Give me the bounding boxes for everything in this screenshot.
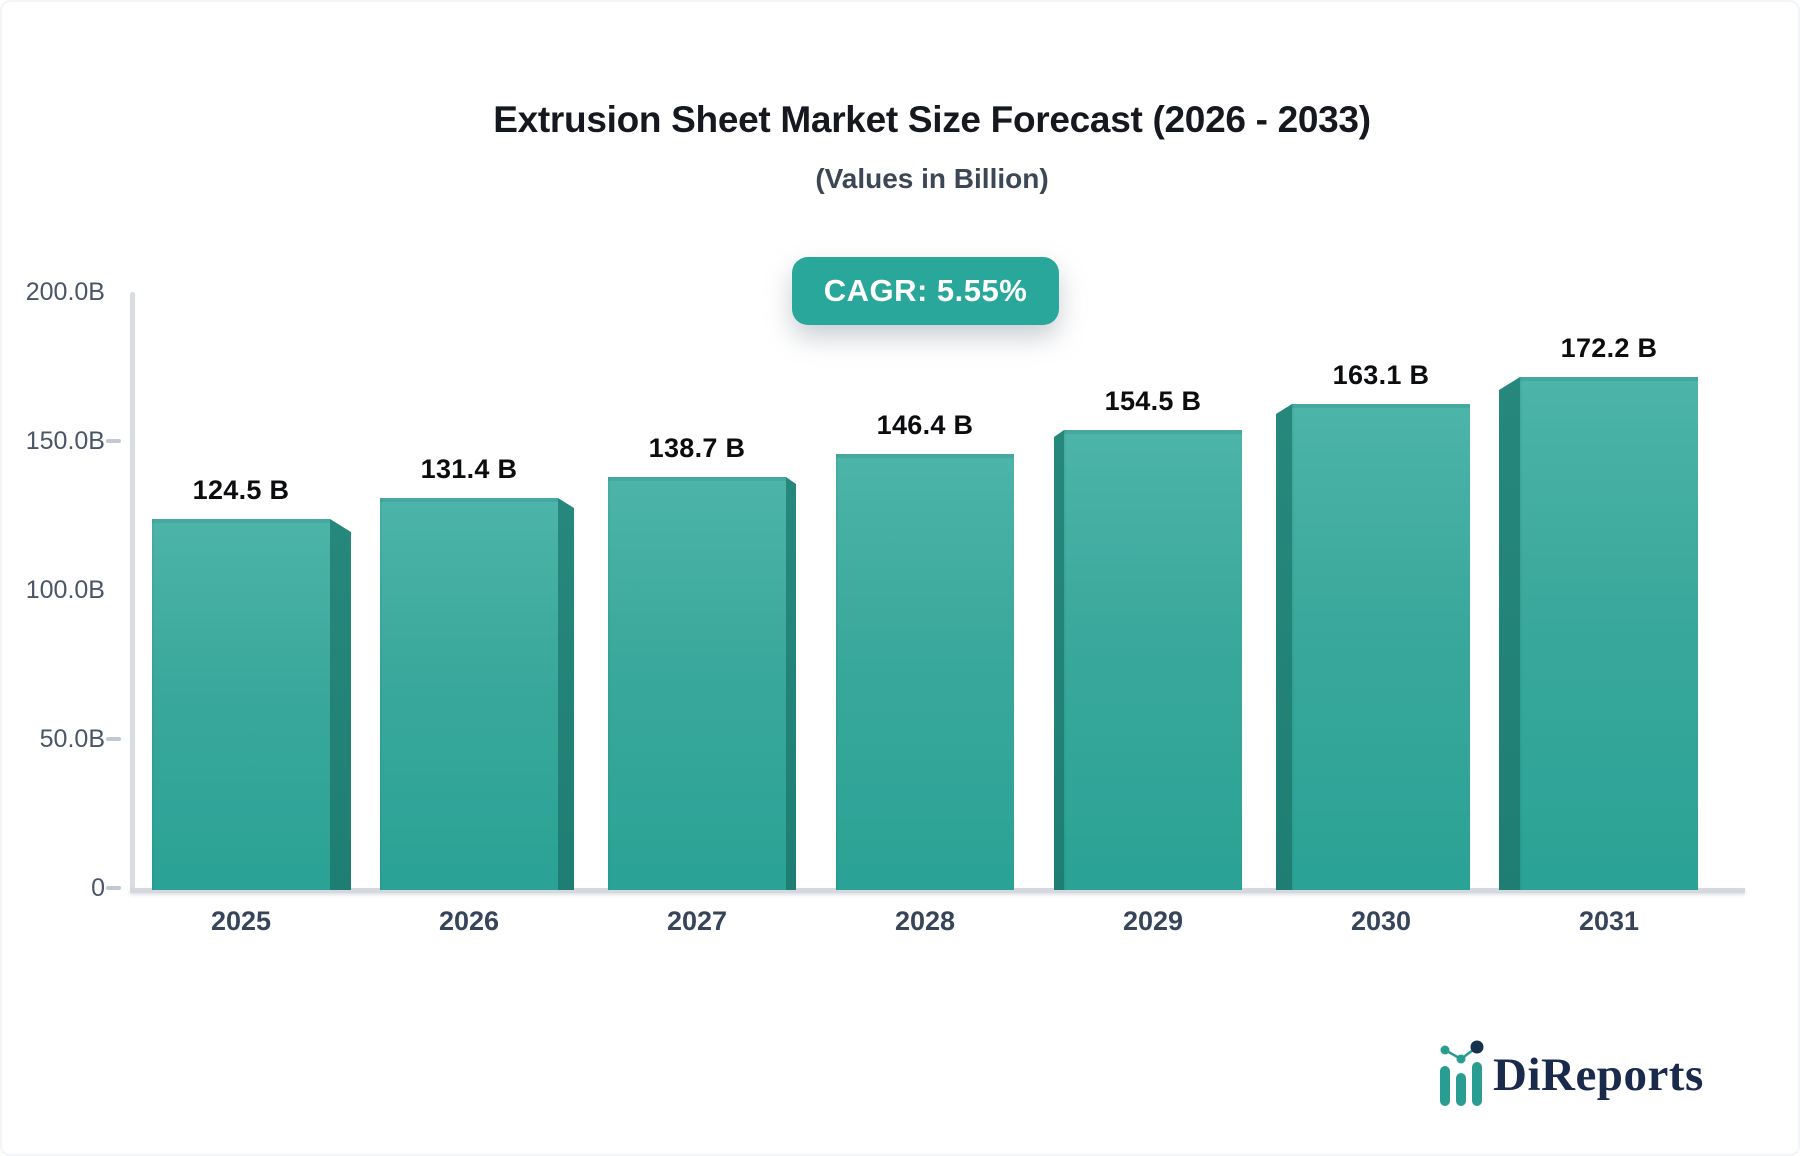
y-axis-label: 200.0B	[25, 278, 105, 306]
y-axis-label: 50.0B	[39, 725, 105, 753]
bar	[608, 477, 786, 890]
bar	[1292, 404, 1470, 890]
bar-value-label: 124.5 B	[192, 475, 290, 505]
x-axis-label: 2029	[1122, 906, 1184, 936]
bar-chart-logo-icon	[1440, 1040, 1484, 1106]
chart-title: Extrusion Sheet Market Size Forecast (20…	[493, 99, 1371, 140]
y-axis-label: 0	[91, 874, 105, 902]
x-axis-label: 2028	[894, 906, 956, 936]
bar	[152, 519, 330, 890]
cagr-badge-label: CAGR: 5.55%	[823, 273, 1028, 308]
x-axis-label: 2030	[1350, 906, 1412, 936]
chart-subtitle: (Values in Billion)	[815, 163, 1049, 194]
bar-value-label: 131.4 B	[420, 454, 518, 484]
y-axis-tick	[106, 737, 121, 741]
bar-value-label: 154.5 B	[1104, 386, 1202, 416]
bar-value-label: 172.2 B	[1560, 333, 1658, 363]
bar-value-label: 138.7 B	[648, 433, 746, 463]
direports-logo: DiReports	[1438, 1038, 1704, 1112]
bar-side-face	[1054, 430, 1064, 890]
y-axis-tick	[106, 439, 121, 443]
bar	[380, 498, 558, 890]
bar-side-face	[1499, 377, 1520, 890]
bar-value-label: 146.4 B	[876, 410, 974, 440]
cagr-badge: CAGR: 5.55%	[792, 257, 1059, 325]
x-axis-line	[130, 888, 1745, 893]
bar-side-face	[330, 519, 351, 890]
x-axis-label: 2025	[210, 906, 272, 936]
bar	[1064, 430, 1242, 890]
x-axis-label: 2027	[666, 906, 728, 936]
y-axis-line	[130, 292, 135, 893]
y-axis-tick	[106, 886, 121, 890]
bar	[836, 454, 1014, 890]
y-axis-label: 150.0B	[25, 427, 105, 455]
bar-side-face	[786, 477, 796, 890]
bar-side-face	[558, 498, 574, 890]
bar-side-face	[1276, 404, 1292, 890]
logo-text: DiReports	[1493, 1049, 1704, 1101]
y-axis-label: 100.0B	[25, 576, 105, 604]
bar	[1520, 377, 1698, 890]
x-axis-label: 2031	[1578, 906, 1640, 936]
bar-value-label: 163.1 B	[1332, 360, 1430, 390]
x-axis-label: 2026	[438, 906, 500, 936]
